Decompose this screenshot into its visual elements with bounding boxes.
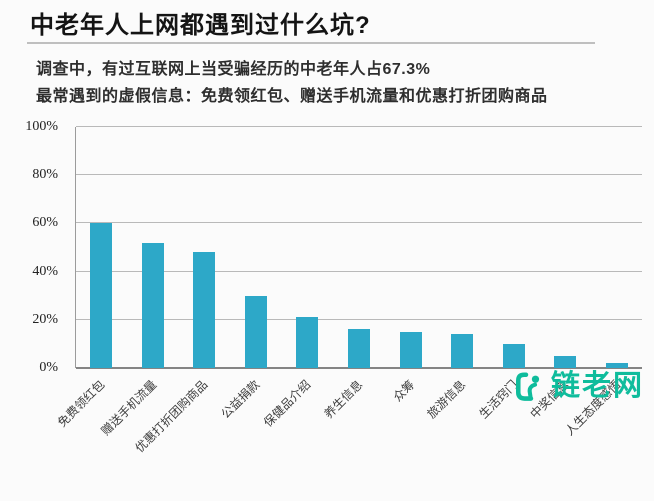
bar-3	[193, 252, 216, 368]
plot-area	[75, 126, 642, 369]
bar-4	[244, 295, 267, 368]
bar-8	[451, 334, 474, 368]
bar-5	[296, 317, 319, 368]
y-tick-label-60: 60%	[32, 215, 58, 231]
bar-10	[554, 355, 577, 368]
subtitle-line-2: 最常遇到的虚假信息：免费领红包、赠送手机流量和优惠打折团购商品	[36, 88, 548, 105]
bar-2	[141, 242, 164, 368]
gridline-40	[76, 270, 642, 272]
bar-6	[348, 329, 370, 368]
x-axis-line	[76, 367, 642, 369]
title-divider	[27, 42, 595, 44]
watermark-text: 链老网	[551, 369, 645, 402]
y-tick-label-20: 20%	[32, 311, 58, 327]
bar-1	[90, 223, 112, 368]
infographic-page: 中老年人上网都遇到过什么坑? 调查中，有过互联网上当受骗经历的中老年人占67.3…	[0, 12, 644, 455]
gridline-80	[76, 174, 642, 176]
y-tick-label-80: 80%	[32, 167, 58, 183]
page-title: 中老年人上网都遇到过什么坑?	[30, 12, 371, 39]
gridline-100	[76, 126, 642, 127]
watermark: 链老网	[516, 369, 644, 403]
y-axis: 0% 20% 40% 60% 80% 100%	[0, 119, 66, 375]
y-tick-label-100: 100%	[25, 119, 58, 134]
y-tick-label-0: 0%	[39, 360, 58, 375]
bar-7	[399, 331, 422, 368]
watermark-logo-icon	[516, 371, 540, 401]
bar-11	[606, 363, 628, 368]
gridline-20	[76, 318, 642, 320]
gridline-60	[76, 222, 642, 224]
y-tick-label-40: 40%	[32, 263, 58, 279]
bar-9	[502, 343, 525, 368]
subtitle-line-1: 调查中，有过互联网上当受骗经历的中老年人占67.3%	[36, 61, 431, 78]
